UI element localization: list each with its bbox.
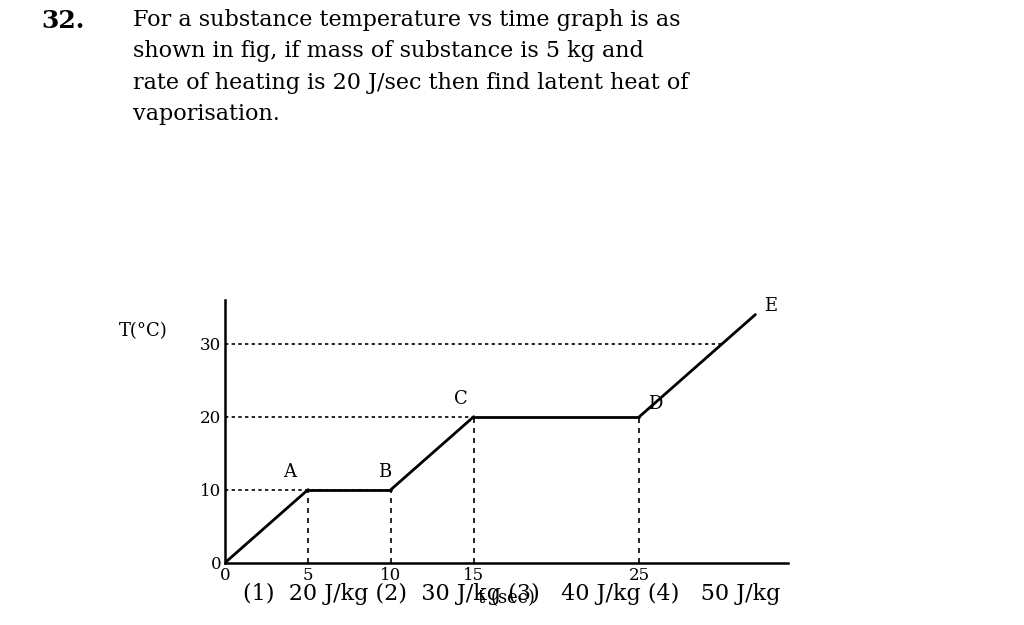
Text: A: A [284,463,296,481]
Text: 32.: 32. [41,9,84,33]
Text: C: C [454,390,468,408]
Text: E: E [764,297,777,314]
Text: B: B [378,463,391,481]
Text: (1)  20 J/kg (2)  30 J/kg (3)   40 J/kg (4)   50 J/kg: (1) 20 J/kg (2) 30 J/kg (3) 40 J/kg (4) … [244,583,780,605]
X-axis label: t (sec): t (sec) [478,589,536,608]
Text: For a substance temperature vs time graph is as
shown in fig, if mass of substan: For a substance temperature vs time grap… [133,9,688,125]
Text: D: D [648,395,663,413]
Text: T(°C): T(°C) [119,322,167,340]
